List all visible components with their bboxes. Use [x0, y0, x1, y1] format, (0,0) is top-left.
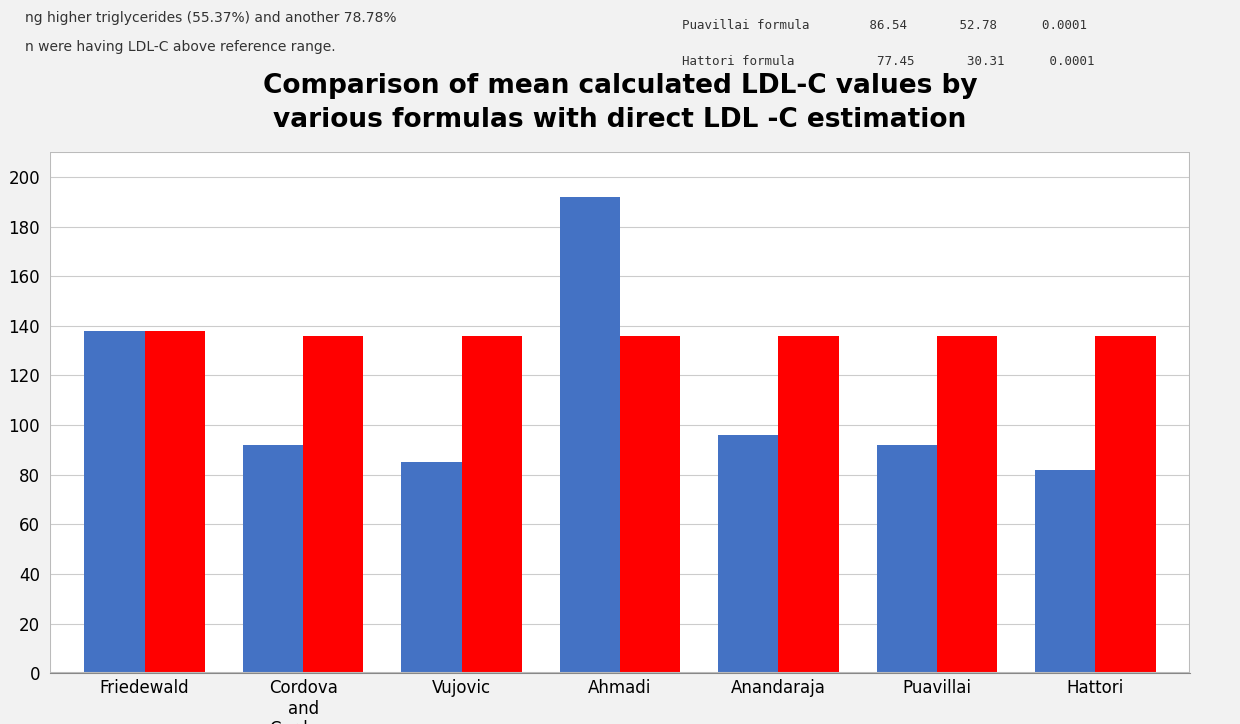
Bar: [620, 336, 681, 673]
Bar: [402, 463, 461, 673]
Bar: [1095, 336, 1156, 673]
Text: n were having LDL-C above reference range.: n were having LDL-C above reference rang…: [25, 40, 336, 54]
Bar: [779, 336, 838, 673]
Bar: [303, 336, 363, 673]
Bar: [937, 336, 997, 673]
Bar: [718, 435, 779, 673]
Bar: [559, 197, 620, 673]
Bar: [1035, 470, 1095, 673]
Bar: [145, 331, 205, 673]
Bar: [84, 331, 145, 673]
Bar: [877, 445, 937, 673]
Text: Hattori formula           77.45       30.31      0.0001: Hattori formula 77.45 30.31 0.0001: [682, 55, 1095, 68]
Bar: [243, 445, 303, 673]
Text: ng higher triglycerides (55.37%) and another 78.78%: ng higher triglycerides (55.37%) and ano…: [25, 11, 397, 25]
Bar: [461, 336, 522, 673]
Text: Puavillai formula        86.54       52.78      0.0001: Puavillai formula 86.54 52.78 0.0001: [682, 19, 1087, 32]
Title: Comparison of mean calculated LDL-C values by
various formulas with direct LDL -: Comparison of mean calculated LDL-C valu…: [263, 73, 977, 133]
